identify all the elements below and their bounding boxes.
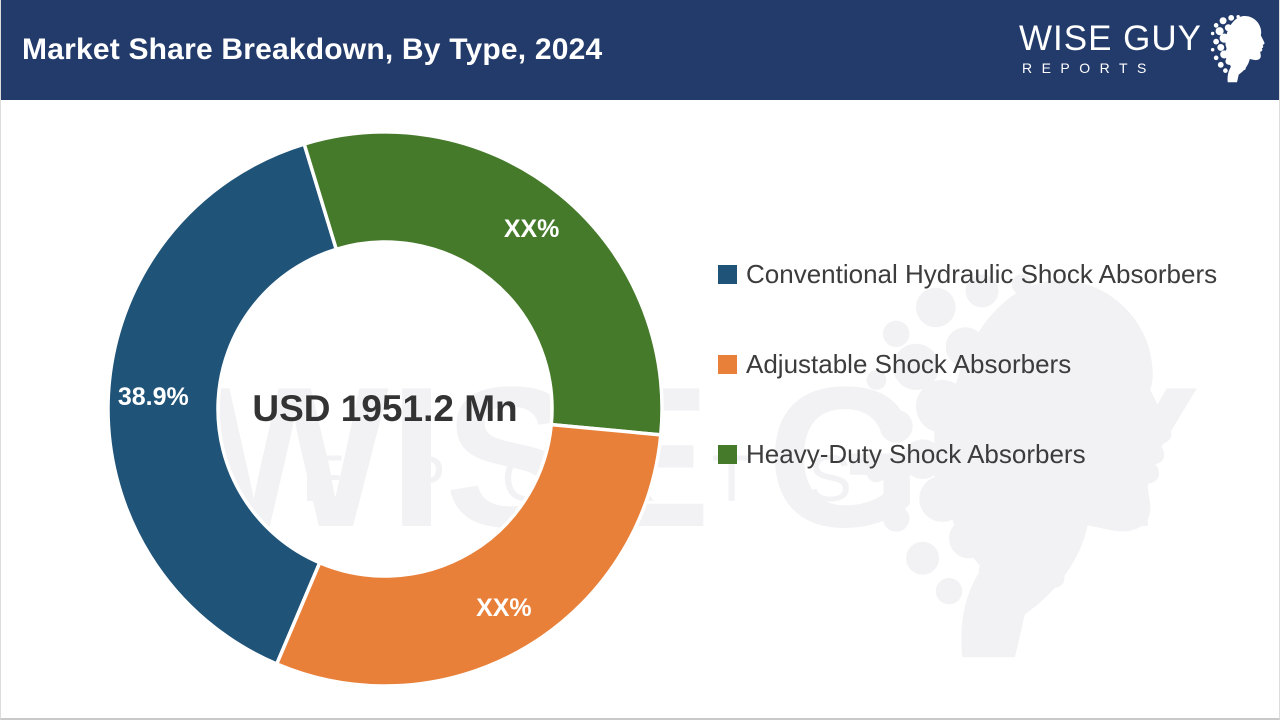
legend-label: Heavy-Duty Shock Absorbers <box>746 439 1086 469</box>
logo-brand: WISE GUY <box>1018 19 1202 59</box>
center-value: USD 1951.2 Mn <box>252 388 518 429</box>
header-bar: Market Share Breakdown, By Type, 2024 WI… <box>0 0 1280 100</box>
page-title: Market Share Breakdown, By Type, 2024 <box>22 33 603 66</box>
legend-swatch <box>718 445 737 464</box>
chart-area: WISE GUY REPORTS 38.9%XX%XX% USD 1951.2 … <box>0 100 1280 720</box>
legend-item: Adjustable Shock Absorbers <box>718 349 1071 380</box>
logo-text: WISE GUY REPORTS <box>1019 20 1202 76</box>
segment-label: XX% <box>476 594 532 622</box>
legend-swatch <box>718 355 737 374</box>
donut-segment <box>275 422 663 688</box>
donut-segment <box>106 142 339 666</box>
logo-reports: REPORTS <box>1021 59 1156 76</box>
segment-label: 38.9% <box>118 383 189 411</box>
donut-segment <box>302 130 664 437</box>
segment-label: XX% <box>504 215 560 243</box>
legend-label: Conventional Hydraulic Shock Absorbers <box>746 259 1218 289</box>
legend-label: Adjustable Shock Absorbers <box>746 349 1072 379</box>
legend-item: Conventional Hydraulic Shock Absorbers <box>718 259 1217 290</box>
wiseguy-logo: WISE GUY REPORTS <box>1019 8 1266 88</box>
logo-face-icon <box>1210 14 1265 83</box>
legend-swatch <box>718 265 737 284</box>
legend-item: Heavy-Duty Shock Absorbers <box>718 439 1086 470</box>
donut-chart: 38.9% XX% XX% <box>106 130 664 688</box>
